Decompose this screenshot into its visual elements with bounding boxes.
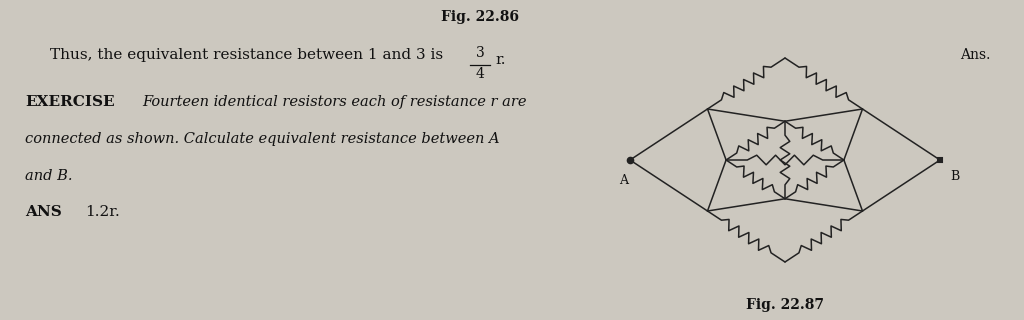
Text: connected as shown. Calculate equivalent resistance between A: connected as shown. Calculate equivalent… (25, 132, 500, 146)
Text: Ans.: Ans. (959, 48, 990, 62)
Text: B: B (950, 170, 959, 183)
Text: 1.2r.: 1.2r. (85, 205, 120, 219)
Text: Fourteen identical resistors each of resistance r are: Fourteen identical resistors each of res… (142, 95, 526, 109)
Text: Fig. 22.87: Fig. 22.87 (746, 298, 824, 312)
Text: A: A (620, 174, 629, 187)
Text: and B.: and B. (25, 169, 73, 183)
Text: ANS: ANS (25, 205, 61, 219)
Text: EXERCISE: EXERCISE (25, 95, 115, 109)
Text: Thus, the equivalent resistance between 1 and 3 is: Thus, the equivalent resistance between … (50, 48, 443, 62)
Text: r.: r. (495, 53, 506, 67)
Text: Fig. 22.86: Fig. 22.86 (441, 10, 519, 24)
Text: 4: 4 (475, 67, 484, 81)
Text: 3: 3 (475, 46, 484, 60)
